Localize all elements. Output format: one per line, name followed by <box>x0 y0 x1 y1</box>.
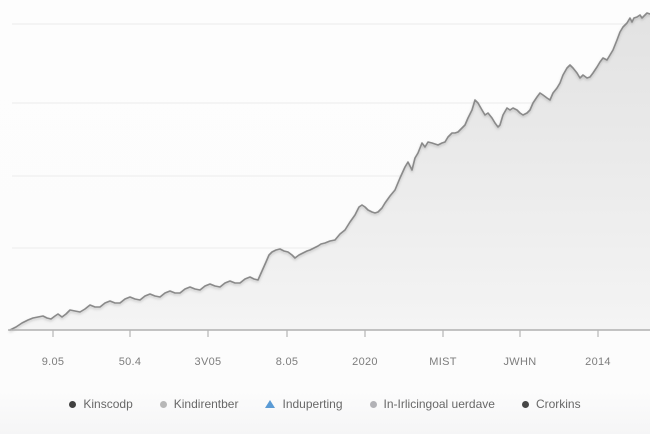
circle-marker-icon <box>159 400 167 408</box>
circle-marker-icon <box>521 400 529 408</box>
legend-label: Crorkins <box>535 397 581 411</box>
legend-label: Kinscodp <box>83 397 133 411</box>
area-fill <box>10 13 650 330</box>
legend-item-induperting[interactable]: Induperting <box>265 397 343 411</box>
legend-label: Kindirentber <box>173 397 239 411</box>
circle-marker-icon <box>369 400 377 408</box>
legend-item-kinscodp[interactable]: Kinscodp <box>69 397 133 411</box>
legend-item-kindirentber[interactable]: Kindirentber <box>159 397 239 411</box>
legend-label: In-Irlicingoal uerdave <box>383 397 495 411</box>
legend-label: Induperting <box>282 397 343 411</box>
triangle-marker-icon <box>265 400 276 408</box>
legend-item-in-irlicingoal-uerdave[interactable]: In-Irlicingoal uerdave <box>369 397 495 411</box>
legend-item-crorkins[interactable]: Crorkins <box>521 397 581 411</box>
series-line <box>9 12 650 331</box>
chart-legend: Kinscodp Kindirentber Induperting In-Irlici… <box>0 397 650 411</box>
circle-marker-icon <box>69 400 77 408</box>
